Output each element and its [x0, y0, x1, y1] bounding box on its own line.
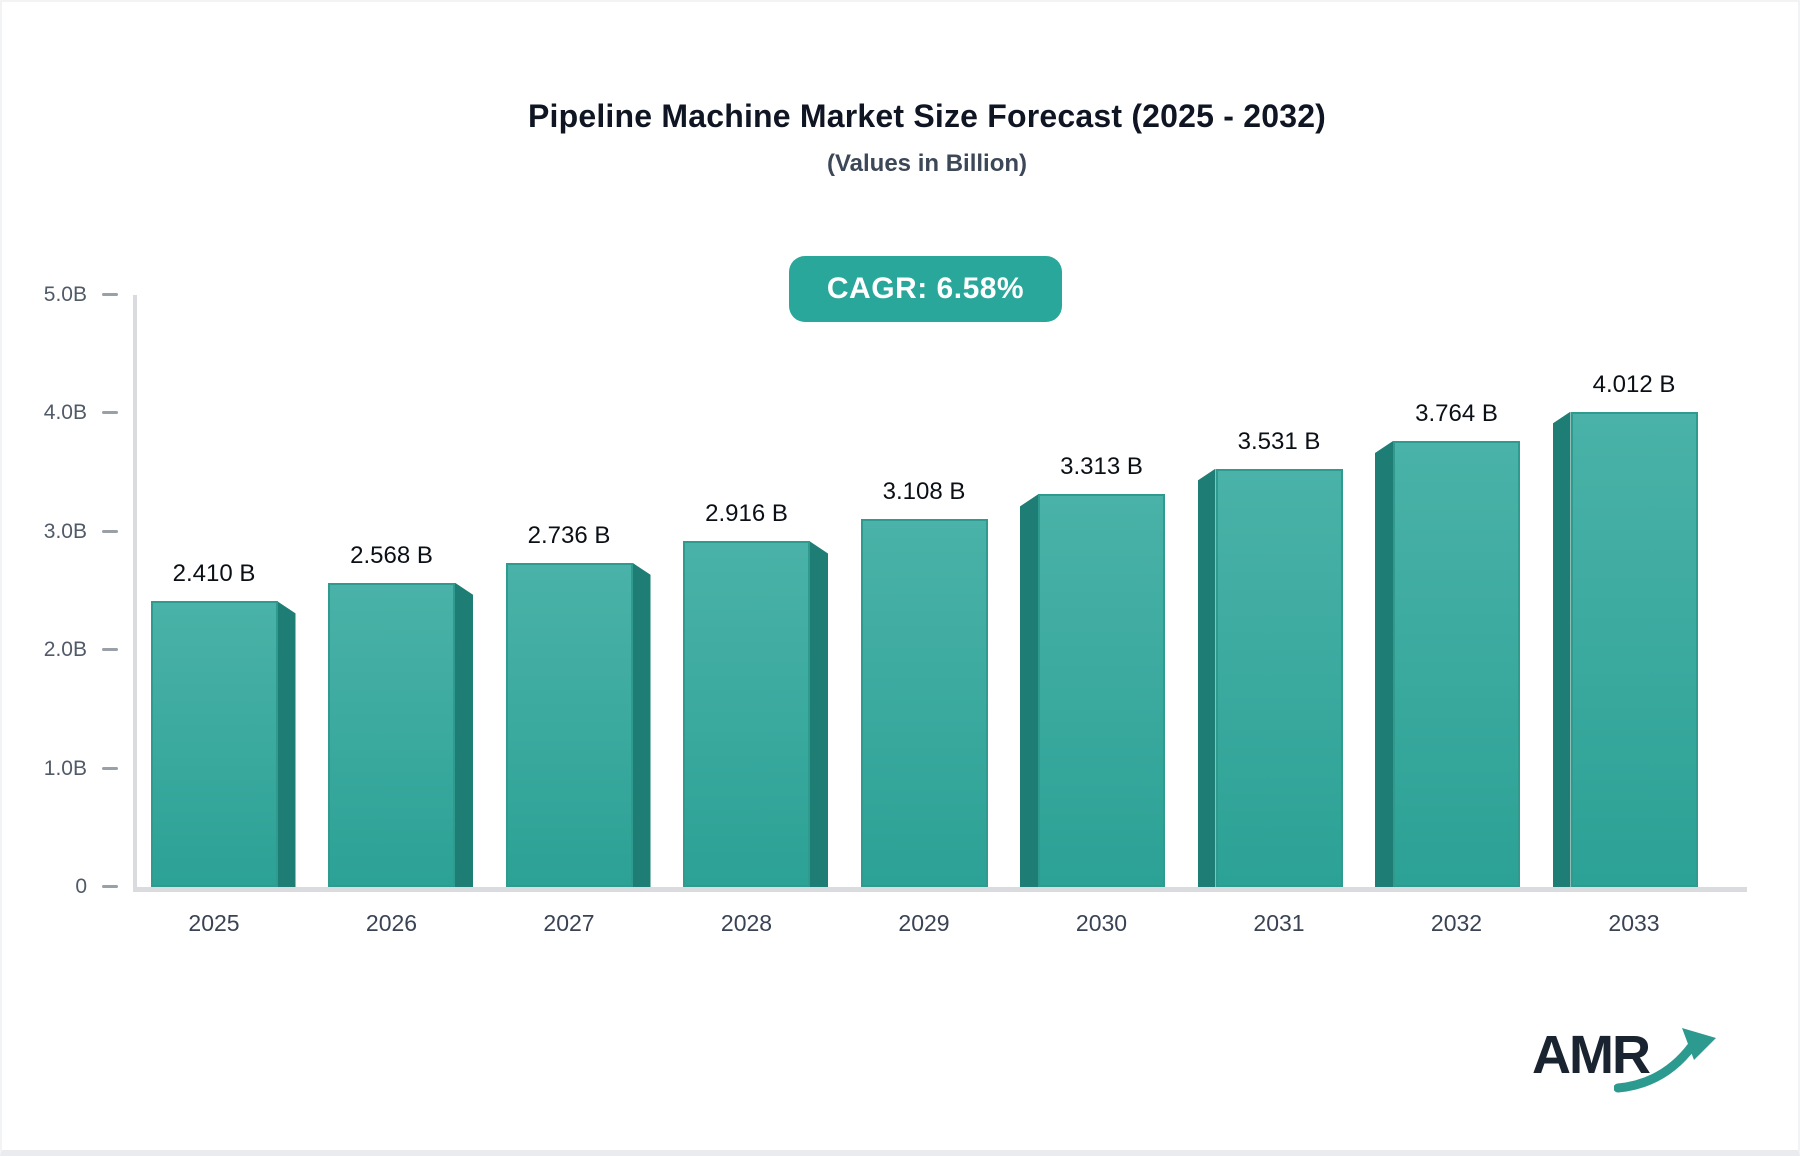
x-axis-label: 2030 — [1075, 910, 1128, 936]
bar-value-label: 2.916 B — [705, 500, 788, 528]
y-axis-line — [133, 294, 137, 887]
bar-chart: 5.0B 4.0B 3.0B 2.0B 1.0B 0 2.410 B 2025 2.568 B 2… — [2, 232, 1800, 962]
y-axis-tick-label: 4.0B — [43, 401, 87, 424]
bar — [328, 582, 455, 887]
bar — [150, 601, 278, 887]
bar-3d-side — [632, 562, 651, 887]
bar — [1570, 411, 1698, 887]
bar-value-label: 4.012 B — [1592, 370, 1676, 398]
bar-3d-side — [1197, 468, 1216, 887]
bar — [683, 541, 810, 887]
x-axis-label: 2028 — [720, 910, 773, 936]
bar-value-label: 2.410 B — [172, 560, 256, 588]
y-axis-tick-mark — [102, 292, 118, 296]
x-axis-label: 2025 — [188, 910, 240, 936]
y-axis-tick-mark — [102, 885, 118, 888]
x-axis-label: 2026 — [365, 910, 418, 936]
growth-arrow-icon — [1614, 1028, 1716, 1093]
chart-subtitle: (Values in Billion) — [826, 150, 1028, 177]
bar — [505, 562, 633, 887]
cagr-badge: CAGR: 6.58% — [789, 256, 1062, 322]
amr-logo-text: AMR — [1532, 1025, 1651, 1085]
y-axis-tick-label: 1.0B — [43, 756, 87, 780]
bar-value-label: 3.531 B — [1237, 427, 1321, 455]
bar-3d-side — [810, 541, 828, 887]
x-axis-baseline — [133, 887, 1747, 892]
amr-logo: AMR — [1532, 1024, 1732, 1114]
bar — [1215, 468, 1343, 887]
bar — [1038, 494, 1165, 887]
x-axis-label: 2031 — [1253, 910, 1305, 936]
bar-value-label: 3.764 B — [1415, 399, 1498, 427]
y-axis-tick-mark — [102, 529, 118, 533]
bar — [1393, 440, 1520, 887]
x-axis-label: 2027 — [543, 910, 595, 936]
y-axis-tick-mark — [102, 648, 118, 651]
y-axis-tick-label: 3.0B — [43, 519, 87, 543]
y-axis-tick-label: 0 — [75, 875, 87, 898]
bar-3d-side — [1552, 411, 1571, 887]
y-axis-tick-label: 5.0B — [43, 282, 87, 306]
y-axis-tick-mark — [102, 411, 118, 414]
y-axis-tick-label: 2.0B — [43, 638, 87, 661]
bar-value-label: 2.736 B — [527, 521, 611, 549]
x-axis-label: 2033 — [1608, 910, 1660, 936]
x-axis-label: 2032 — [1430, 910, 1483, 936]
x-axis-label: 2029 — [898, 910, 950, 936]
y-axis-tick-mark — [102, 766, 118, 770]
bar-3d-side — [1375, 440, 1393, 887]
bar-3d-side — [1020, 494, 1038, 887]
bar-value-label: 2.568 B — [350, 541, 433, 569]
bar — [860, 518, 988, 887]
bar-3d-side — [277, 601, 296, 887]
bar-3d-side — [455, 582, 473, 887]
chart-title: Pipeline Machine Market Size Forecast (2… — [527, 98, 1327, 134]
bar-value-label: 3.108 B — [882, 477, 966, 505]
bar-value-label: 3.313 B — [1060, 453, 1143, 481]
